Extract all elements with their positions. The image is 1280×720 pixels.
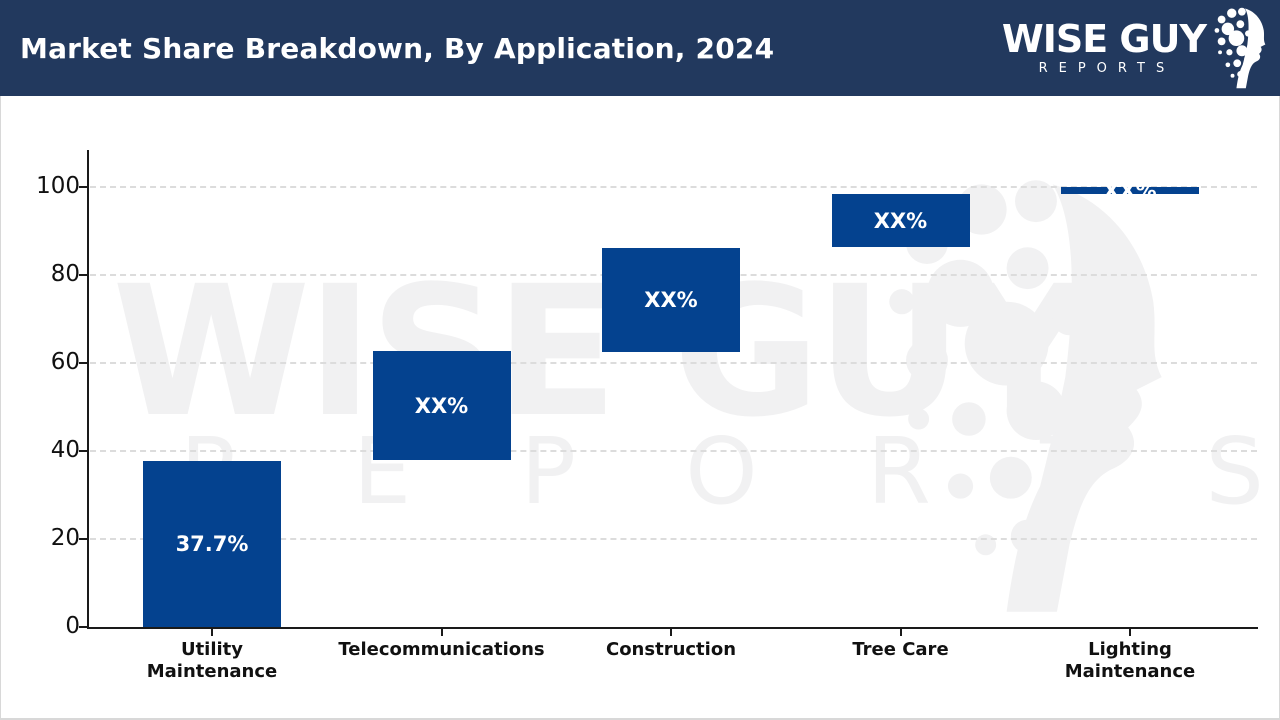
bar-value-label: XX% <box>873 208 928 233</box>
y-tick-label: 0 <box>65 613 80 639</box>
brand-logo-text: WISE GUY REPORTS <box>1001 17 1207 76</box>
x-tick-label: Tree Care <box>852 639 949 660</box>
y-tick-mark <box>79 274 88 276</box>
y-tick-mark <box>79 362 88 364</box>
y-tick-label: 40 <box>50 437 80 463</box>
y-axis-line <box>87 150 89 629</box>
x-tick-label: Utility Maintenance <box>146 639 278 682</box>
x-axis-line <box>87 627 1258 629</box>
y-tick-mark <box>79 450 88 452</box>
x-tick-label: Lighting Maintenance <box>1064 639 1196 682</box>
x-tick-mark <box>670 629 672 636</box>
watermark-head-graphic <box>889 180 1162 612</box>
y-tick-label: 20 <box>50 525 80 551</box>
bar-value-label: XX% <box>1103 178 1157 203</box>
x-tick-mark <box>440 629 443 636</box>
gridline <box>90 538 1257 540</box>
gridline <box>90 186 1257 188</box>
y-tick-mark <box>79 538 88 540</box>
page-title: Market Share Breakdown, By Application, … <box>20 31 775 65</box>
y-tick-label: 100 <box>36 173 80 199</box>
bar-segment: XX% <box>1061 179 1199 203</box>
gridline <box>90 362 1257 364</box>
bar-value-label: XX% <box>644 287 698 312</box>
y-tick-mark <box>79 186 88 188</box>
y-tick-label: 80 <box>50 261 80 287</box>
frame-border-bottom <box>0 718 1280 720</box>
head-profile-icon <box>1214 7 1266 89</box>
bar-value-label: XX% <box>414 393 469 418</box>
y-tick-mark <box>79 626 88 628</box>
x-tick-label: Construction <box>605 639 737 660</box>
header-bar: Market Share Breakdown, By Application, … <box>0 0 1280 96</box>
bar-segment: XX% <box>831 194 970 248</box>
brand-name: WISE GUY <box>1001 17 1207 62</box>
bar-segment: 37.7% <box>143 461 281 627</box>
x-tick-label: Telecommunications <box>338 639 545 660</box>
brand-subtitle: REPORTS <box>1038 60 1176 76</box>
bar-segment: XX% <box>602 248 740 352</box>
gridline <box>90 450 1257 452</box>
y-tick-label: 60 <box>50 349 80 375</box>
x-tick-mark <box>211 629 213 636</box>
frame-border-left <box>0 96 1 720</box>
x-tick-mark <box>899 629 902 636</box>
x-tick-mark <box>1129 629 1131 636</box>
background-watermark: WISE GUY R E P O R T S <box>0 96 1280 720</box>
brand-logo: WISE GUY REPORTS <box>1002 4 1266 92</box>
bar-value-label: 37.7% <box>175 532 249 557</box>
bar-segment: XX% <box>372 351 511 461</box>
